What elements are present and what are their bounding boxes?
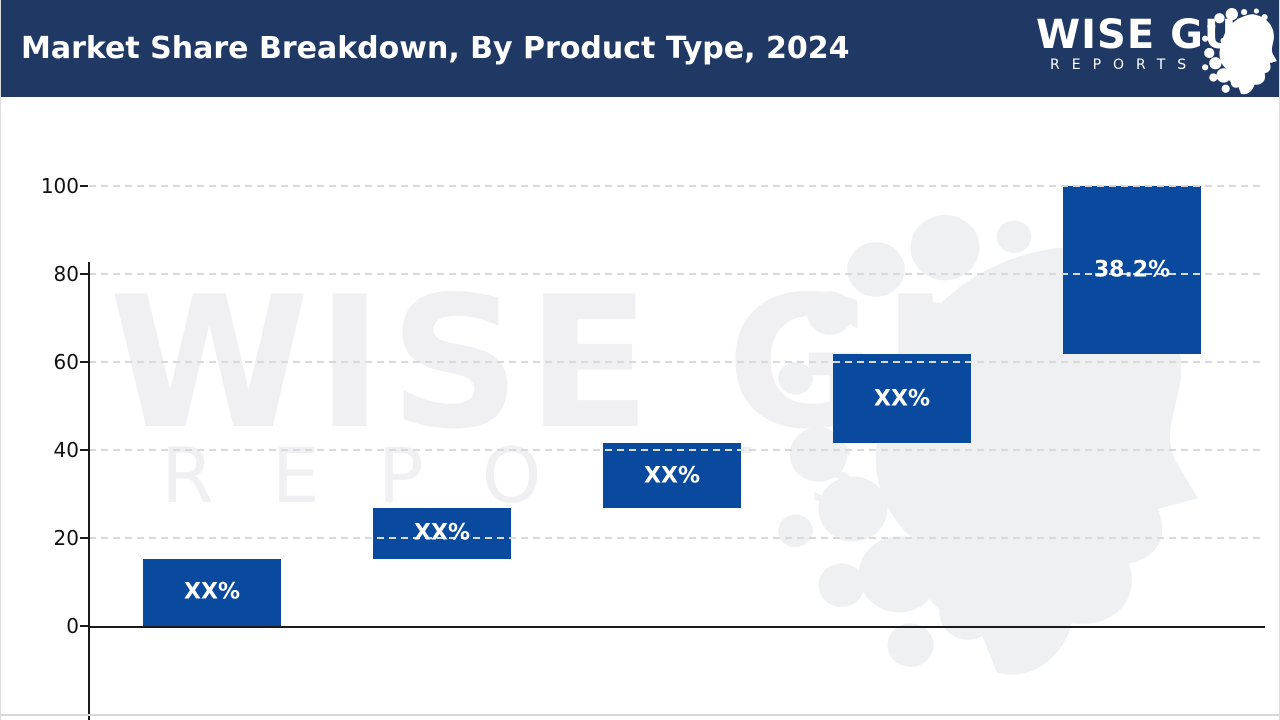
y-tick-100 (80, 185, 88, 187)
bar-value-label: 38.2% (1093, 257, 1171, 283)
bar-value-label: XX% (184, 579, 240, 605)
y-tick-20 (80, 537, 88, 539)
logo-head-icon (1202, 8, 1277, 95)
page-title: Market Share Breakdown, By Product Type,… (21, 31, 850, 66)
y-tick-40 (80, 449, 88, 451)
gridline-60 (89, 361, 1263, 363)
x-axis (88, 626, 1265, 628)
y-tick-0 (80, 625, 88, 627)
bar-topical-creams (833, 354, 971, 443)
bar-nad-supplements (1063, 186, 1201, 355)
y-tick-label-100: 100 (40, 174, 79, 198)
bar-injections (603, 442, 741, 509)
bottom-border-line (1, 714, 1279, 716)
y-axis (88, 262, 90, 720)
y-tick-label-40: 40 (53, 438, 79, 462)
gridline-80 (89, 273, 1263, 275)
plot-area: 020406080100XX%SerumsXX%LotionsXX%Inject… (1, 97, 1279, 720)
y-tick-label-0: 0 (66, 614, 79, 638)
brand-logo: WISE GUY REPORTS (1036, 8, 1277, 95)
y-tick-80 (80, 273, 88, 275)
gridline-100 (89, 185, 1263, 187)
bar-lotions (373, 508, 511, 559)
gridline-40 (89, 449, 1263, 451)
bar-value-label: XX% (414, 520, 470, 546)
y-tick-label-20: 20 (53, 526, 79, 550)
gridline-20 (89, 537, 1263, 539)
logo-reports-text: REPORTS (1050, 57, 1199, 73)
y-tick-60 (80, 361, 88, 363)
bar-value-label: XX% (644, 463, 700, 489)
y-tick-label-80: 80 (53, 262, 79, 286)
header-bar: Market Share Breakdown, By Product Type,… (1, 0, 1279, 97)
bar-serums (143, 558, 281, 626)
y-tick-label-60: 60 (53, 350, 79, 374)
bar-value-label: XX% (874, 386, 930, 412)
